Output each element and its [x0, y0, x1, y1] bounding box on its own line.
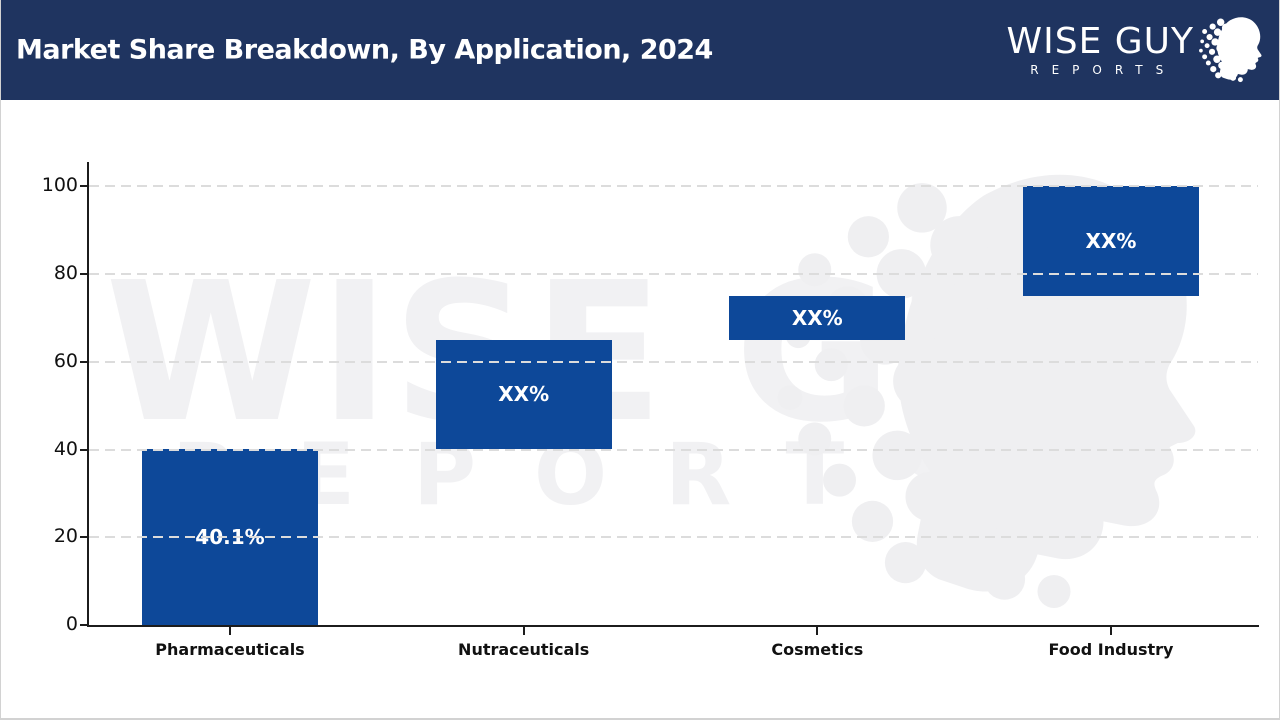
x-tick-mark-0: [229, 627, 231, 636]
y-tick-label-40: 40: [53, 437, 78, 460]
y-tick-mark-60: [80, 360, 88, 363]
bar-nutraceuticals: XX%: [435, 339, 612, 450]
bar-value-label: XX%: [1085, 228, 1137, 253]
y-axis-line: [87, 162, 89, 628]
y-tick-mark-20: [80, 536, 88, 539]
x-axis-line: [87, 625, 1259, 628]
logo-wordmark: WISE GUY: [1006, 21, 1194, 63]
bar-cosmetics: XX%: [729, 295, 906, 340]
gridline-20: [89, 536, 1258, 539]
logo-text: WISE GUY REPORTS: [1007, 23, 1195, 77]
y-tick-label-80: 80: [53, 261, 78, 284]
page-title: Market Share Breakdown, By Application, …: [16, 34, 713, 66]
bar-food-industry: XX%: [1023, 186, 1199, 296]
y-tick-mark-0: [80, 624, 88, 627]
header-bar: Market Share Breakdown, By Application, …: [0, 0, 1280, 100]
x-tick-mark-2: [816, 627, 819, 636]
x-tick-label-0: Pharmaceuticals: [155, 640, 305, 660]
bar-value-label: XX%: [791, 305, 843, 330]
wiseguy-face-icon: [1199, 17, 1262, 83]
gridline-100: [89, 185, 1258, 188]
gridline-60: [89, 360, 1258, 363]
wiseguy-reports-logo: WISE GUY REPORTS: [1007, 4, 1271, 96]
y-tick-mark-100: [80, 185, 88, 188]
x-tick-label-3: Food Industry: [1048, 640, 1174, 660]
x-tick-mark-1: [522, 627, 525, 636]
gridline-40: [89, 448, 1258, 451]
bar-value-label: XX%: [498, 382, 550, 407]
y-tick-label-100: 100: [41, 174, 78, 197]
x-tick-mark-3: [1110, 627, 1112, 636]
logo-subtitle: REPORTS: [1030, 62, 1177, 77]
x-tick-label-2: Cosmetics: [771, 640, 864, 660]
y-tick-mark-80: [80, 272, 88, 275]
y-tick-mark-40: [80, 448, 88, 451]
y-tick-label-60: 60: [53, 349, 78, 372]
y-tick-label-0: 0: [65, 613, 78, 636]
x-tick-label-1: Nutraceuticals: [458, 640, 590, 660]
gridline-80: [89, 272, 1258, 275]
y-tick-label-20: 20: [53, 525, 78, 548]
